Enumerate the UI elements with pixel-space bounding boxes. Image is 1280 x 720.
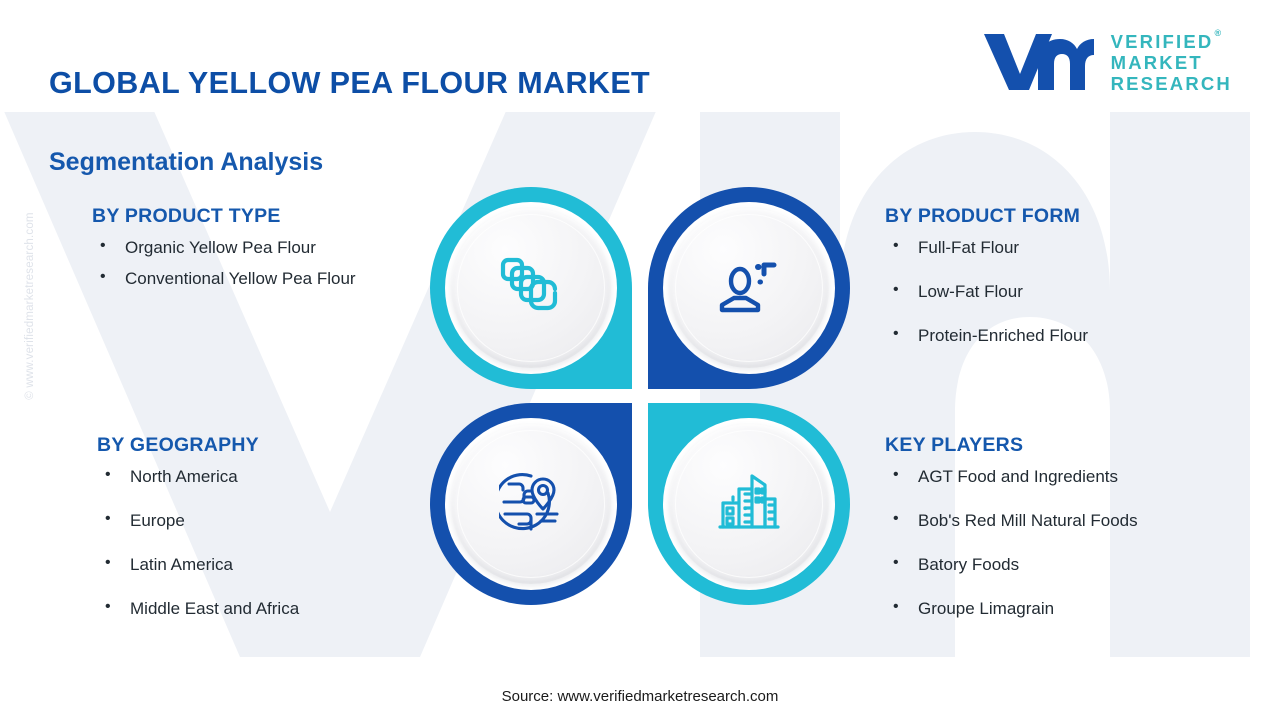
user-person-icon — [718, 257, 780, 320]
block-title-product-type: BY PRODUCT TYPE — [92, 205, 281, 227]
list-item: AGT Food and Ingredients — [885, 464, 1255, 489]
block-title-geography: BY GEOGRAPHY — [97, 434, 259, 456]
petal-cluster — [430, 187, 850, 605]
petal-disc — [669, 424, 829, 584]
block-product-form: BY PRODUCT FORM Full-Fat Flour Low-Fat F… — [885, 205, 1245, 368]
list-item: Protein-Enriched Flour — [885, 323, 1245, 348]
city-buildings-icon — [717, 472, 781, 537]
petal-disc — [669, 208, 829, 368]
block-title-key-players: KEY PLAYERS — [885, 434, 1024, 456]
list-item: Organic Yellow Pea Flour — [92, 235, 422, 260]
header: GLOBAL YELLOW PEA FLOUR MARKET VERIFIED … — [0, 0, 1280, 112]
petal-disc — [451, 424, 611, 584]
block-product-type: BY PRODUCT TYPE Organic Yellow Pea Flour… — [92, 205, 422, 298]
petal-disc — [451, 208, 611, 368]
list-item: Latin America — [97, 552, 427, 577]
section-heading: Segmentation Analysis — [49, 148, 324, 176]
vm-logo-mark-icon — [980, 28, 1098, 99]
list-geography: North America Europe Latin America Middl… — [97, 464, 427, 622]
petal-product-form[interactable] — [648, 187, 850, 389]
list-key-players: AGT Food and Ingredients Bob's Red Mill … — [885, 464, 1255, 622]
list-item: Low-Fat Flour — [885, 279, 1245, 304]
logo-line-research: RESEARCH — [1110, 72, 1232, 94]
list-product-form: Full-Fat Flour Low-Fat Flour Protein-Enr… — [885, 235, 1245, 348]
logo-line-market: MARKET — [1110, 52, 1203, 74]
list-item: Europe — [97, 508, 427, 533]
petal-geography[interactable] — [430, 403, 632, 605]
list-item: Full-Fat Flour — [885, 235, 1245, 260]
globe-map-pin-icon — [493, 471, 563, 538]
list-item: Groupe Limagrain — [885, 596, 1255, 621]
block-key-players: KEY PLAYERS AGT Food and Ingredients Bob… — [885, 434, 1255, 642]
petal-product-type[interactable] — [430, 187, 632, 389]
edge-watermark-text: © www.verifiedmarketresearch.com — [24, 212, 36, 400]
block-title-product-form: BY PRODUCT FORM — [885, 205, 1081, 227]
list-product-type: Organic Yellow Pea Flour Conventional Ye… — [92, 235, 422, 291]
logo-wordmark: VERIFIED MARKET RESEARCH — [1110, 28, 1232, 95]
list-item: Middle East and Africa — [97, 596, 427, 621]
source-text: Source: www.verifiedmarketresearch.com — [501, 688, 779, 705]
list-item: Conventional Yellow Pea Flour — [92, 266, 422, 291]
page-title: GLOBAL YELLOW PEA FLOUR MARKET — [49, 66, 651, 100]
list-item: Bob's Red Mill Natural Foods — [885, 508, 1255, 533]
logo-line-verified: VERIFIED — [1111, 28, 1232, 53]
block-geography: BY GEOGRAPHY North America Europe Latin … — [97, 434, 427, 642]
list-item: Batory Foods — [885, 552, 1255, 577]
list-item: North America — [97, 464, 427, 489]
vmr-logo: VERIFIED MARKET RESEARCH — [980, 28, 1232, 99]
layers-stack-icon — [500, 257, 562, 320]
petal-key-players[interactable] — [648, 403, 850, 605]
